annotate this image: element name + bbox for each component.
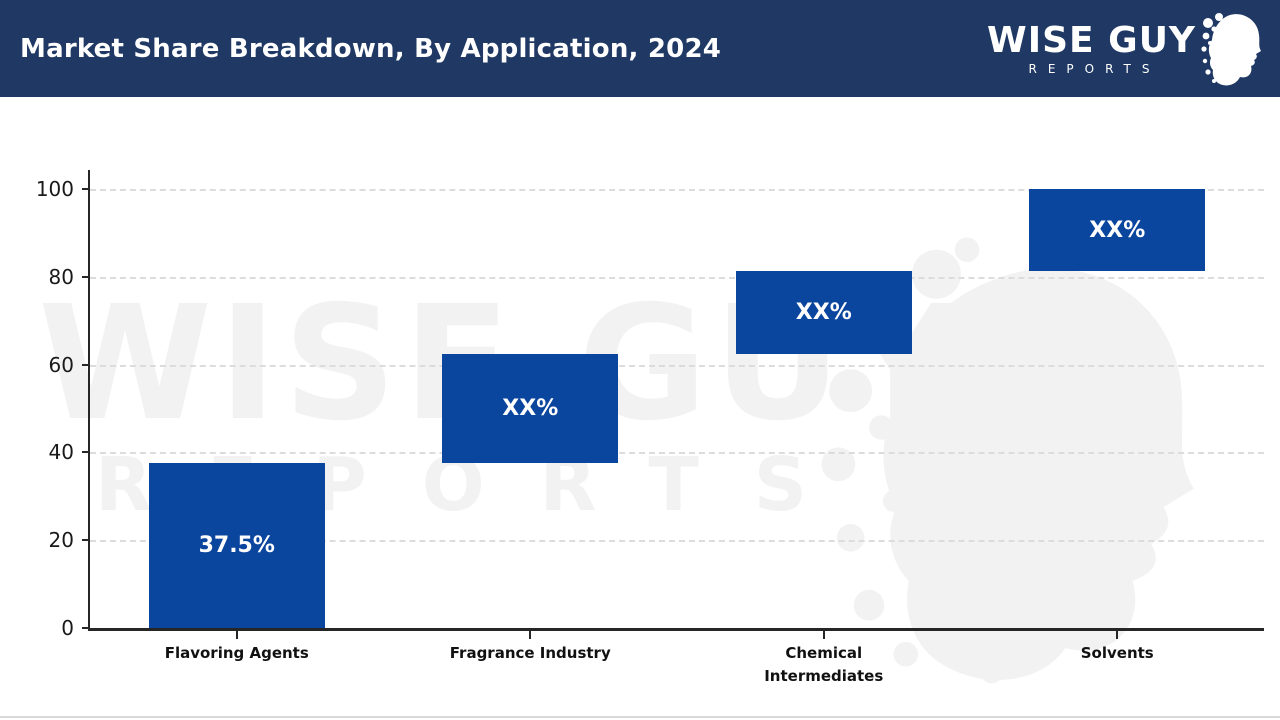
xtick-mark-1 [235, 631, 238, 639]
chart-region: WISE GUY REPORTS 0 20 40 60 80 100 37.5% Flavor… [0, 97, 1280, 717]
bar-2: XX% [442, 353, 619, 464]
ytick-mark-20 [82, 539, 90, 542]
watermark-face-graphic [821, 237, 1194, 684]
gridline-y20 [90, 540, 1264, 543]
gridline-y60 [90, 364, 1264, 367]
bottom-border-line [0, 716, 1280, 718]
ytick-label-60: 60 [48, 352, 74, 377]
bar-1: 37.5% [148, 463, 325, 628]
bar-value-label-4: XX% [1089, 217, 1146, 243]
logo-text: WISE GUY REPORTS [986, 19, 1196, 76]
ytick-label-100: 100 [35, 176, 74, 201]
ytick-mark-80 [82, 275, 90, 278]
logo-name: WISE GUY [986, 19, 1196, 61]
logo-head-icon [1201, 12, 1261, 85]
wise-guy-logo: WISE GUY REPORTS [987, 9, 1262, 89]
ytick-mark-100 [82, 187, 90, 190]
bar-value-label-1: 37.5% [198, 533, 275, 559]
bar-value-label-3: XX% [795, 299, 852, 325]
category-label-2: Fragrance Industry [449, 644, 611, 662]
category-label-1: Flavoring Agents [164, 644, 309, 662]
xtick-mark-4 [1116, 631, 1119, 639]
bar-4: XX% [1029, 188, 1206, 272]
gridline-y80 [90, 276, 1264, 279]
plot-area: 0 20 40 60 80 100 37.5% Flavoring Agents XX% Frag… [36, 170, 1264, 685]
ytick-mark-0 [82, 627, 90, 629]
ytick-label-80: 80 [48, 264, 74, 289]
gridline-y100 [90, 188, 1264, 191]
category-label-4: Solvents [1080, 644, 1154, 662]
xtick-mark-2 [529, 631, 532, 639]
gridline-y40 [90, 452, 1264, 455]
ytick-label-20: 20 [48, 528, 74, 553]
ytick-mark-40 [82, 451, 90, 454]
header-bar: Market Share Breakdown, By Application, … [0, 0, 1280, 97]
bar-3: XX% [735, 271, 912, 354]
ytick-mark-60 [82, 363, 90, 366]
page-title: Market Share Breakdown, By Application, … [20, 33, 722, 64]
ytick-label-0: 0 [61, 616, 74, 640]
category-label-3: Chemical Intermediates [764, 644, 884, 685]
ytick-label-40: 40 [48, 440, 74, 465]
logo-subtitle: REPORTS [1028, 61, 1161, 76]
bar-value-label-2: XX% [502, 395, 559, 421]
xtick-mark-3 [822, 631, 825, 639]
